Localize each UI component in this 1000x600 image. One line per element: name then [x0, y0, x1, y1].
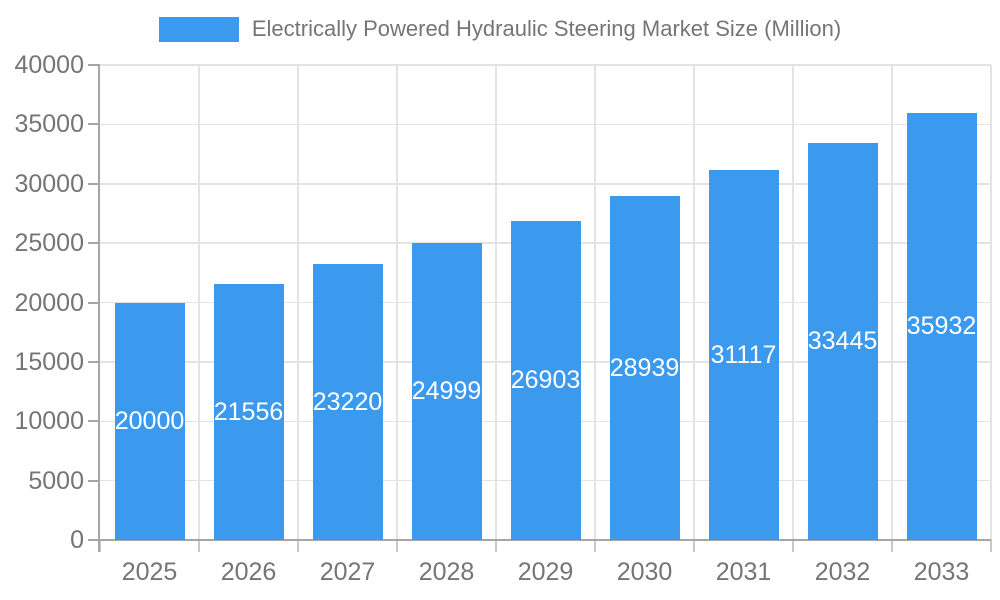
x-axis-tick [792, 540, 794, 552]
bar-2030[interactable]: 28939 [609, 196, 680, 540]
legend-swatch-icon [158, 16, 239, 42]
bar-2029[interactable]: 26903 [510, 220, 581, 540]
y-axis-tick [88, 479, 100, 482]
bar-value-label: 28939 [609, 353, 680, 382]
bar-value-label: 20000 [114, 406, 185, 435]
y-axis-label: 25000 [14, 229, 84, 258]
x-gridline [396, 65, 398, 540]
x-axis-label-2029: 2029 [517, 558, 574, 586]
bar-2026[interactable]: 21556 [213, 284, 284, 540]
x-axis-tick [990, 540, 992, 552]
y-axis-tick [88, 123, 100, 126]
x-axis-tick [198, 540, 200, 552]
y-gridline [100, 64, 991, 66]
y-axis-tick [88, 64, 100, 66]
x-gridline [495, 65, 497, 540]
x-axis-tick [396, 540, 398, 552]
bar-value-label: 21556 [213, 397, 284, 426]
y-axis-tick [88, 539, 100, 541]
x-axis-label-2032: 2032 [814, 558, 871, 586]
bar-value-label: 35932 [906, 312, 977, 341]
x-axis-tick [594, 540, 596, 552]
x-gridline [792, 65, 794, 540]
y-gridline [100, 123, 991, 126]
y-axis-label: 0 [70, 526, 84, 554]
x-axis-label-2030: 2030 [616, 558, 673, 586]
bar-2032[interactable]: 33445 [807, 142, 878, 540]
y-axis-tick [88, 182, 100, 185]
y-axis-label: 10000 [14, 407, 84, 436]
x-axis-tick [891, 540, 893, 552]
bar-value-label: 23220 [312, 387, 383, 416]
bar-2031[interactable]: 31117 [708, 170, 779, 540]
bar-2025[interactable]: 20000 [114, 302, 185, 540]
x-gridline [990, 65, 992, 540]
x-axis-tick [693, 540, 695, 552]
y-axis-label: 20000 [14, 288, 84, 317]
x-axis-label-2025: 2025 [121, 558, 178, 586]
legend-item[interactable]: Electrically Powered Hydraulic Steering … [0, 16, 1000, 42]
y-axis-tick [88, 420, 100, 423]
bar-value-label: 26903 [510, 365, 581, 394]
y-axis-label: 40000 [14, 51, 84, 79]
x-gridline [198, 65, 200, 540]
y-axis-tick [88, 360, 100, 363]
bar-2028[interactable]: 24999 [411, 243, 482, 540]
y-axis-label: 15000 [14, 347, 84, 376]
x-axis-label-2028: 2028 [418, 558, 475, 586]
y-axis-label: 30000 [14, 169, 84, 198]
y-axis-line [98, 65, 100, 552]
x-axis-label-2026: 2026 [220, 558, 277, 586]
x-axis-line [98, 539, 991, 541]
x-axis-tick [99, 540, 101, 552]
x-gridline [693, 65, 695, 540]
y-axis-label: 5000 [28, 466, 84, 495]
bar-value-label: 24999 [411, 377, 482, 406]
bar-2027[interactable]: 23220 [312, 264, 383, 540]
x-axis-label-2031: 2031 [715, 558, 772, 586]
x-gridline [891, 65, 893, 540]
x-axis-label-2033: 2033 [913, 558, 970, 586]
y-axis-label: 35000 [14, 110, 84, 139]
x-axis-tick [297, 540, 299, 552]
bar-value-label: 33445 [807, 326, 878, 355]
y-axis-tick [88, 242, 100, 245]
x-gridline [297, 65, 299, 540]
x-gridline [594, 65, 596, 540]
legend-label: Electrically Powered Hydraulic Steering … [251, 16, 842, 41]
y-axis-tick [88, 301, 100, 304]
x-axis-label-2027: 2027 [319, 558, 376, 586]
bar-value-label: 31117 [710, 340, 777, 369]
y-gridline [100, 183, 991, 185]
bar-2033[interactable]: 35932 [906, 113, 977, 540]
x-axis-tick [495, 540, 497, 552]
